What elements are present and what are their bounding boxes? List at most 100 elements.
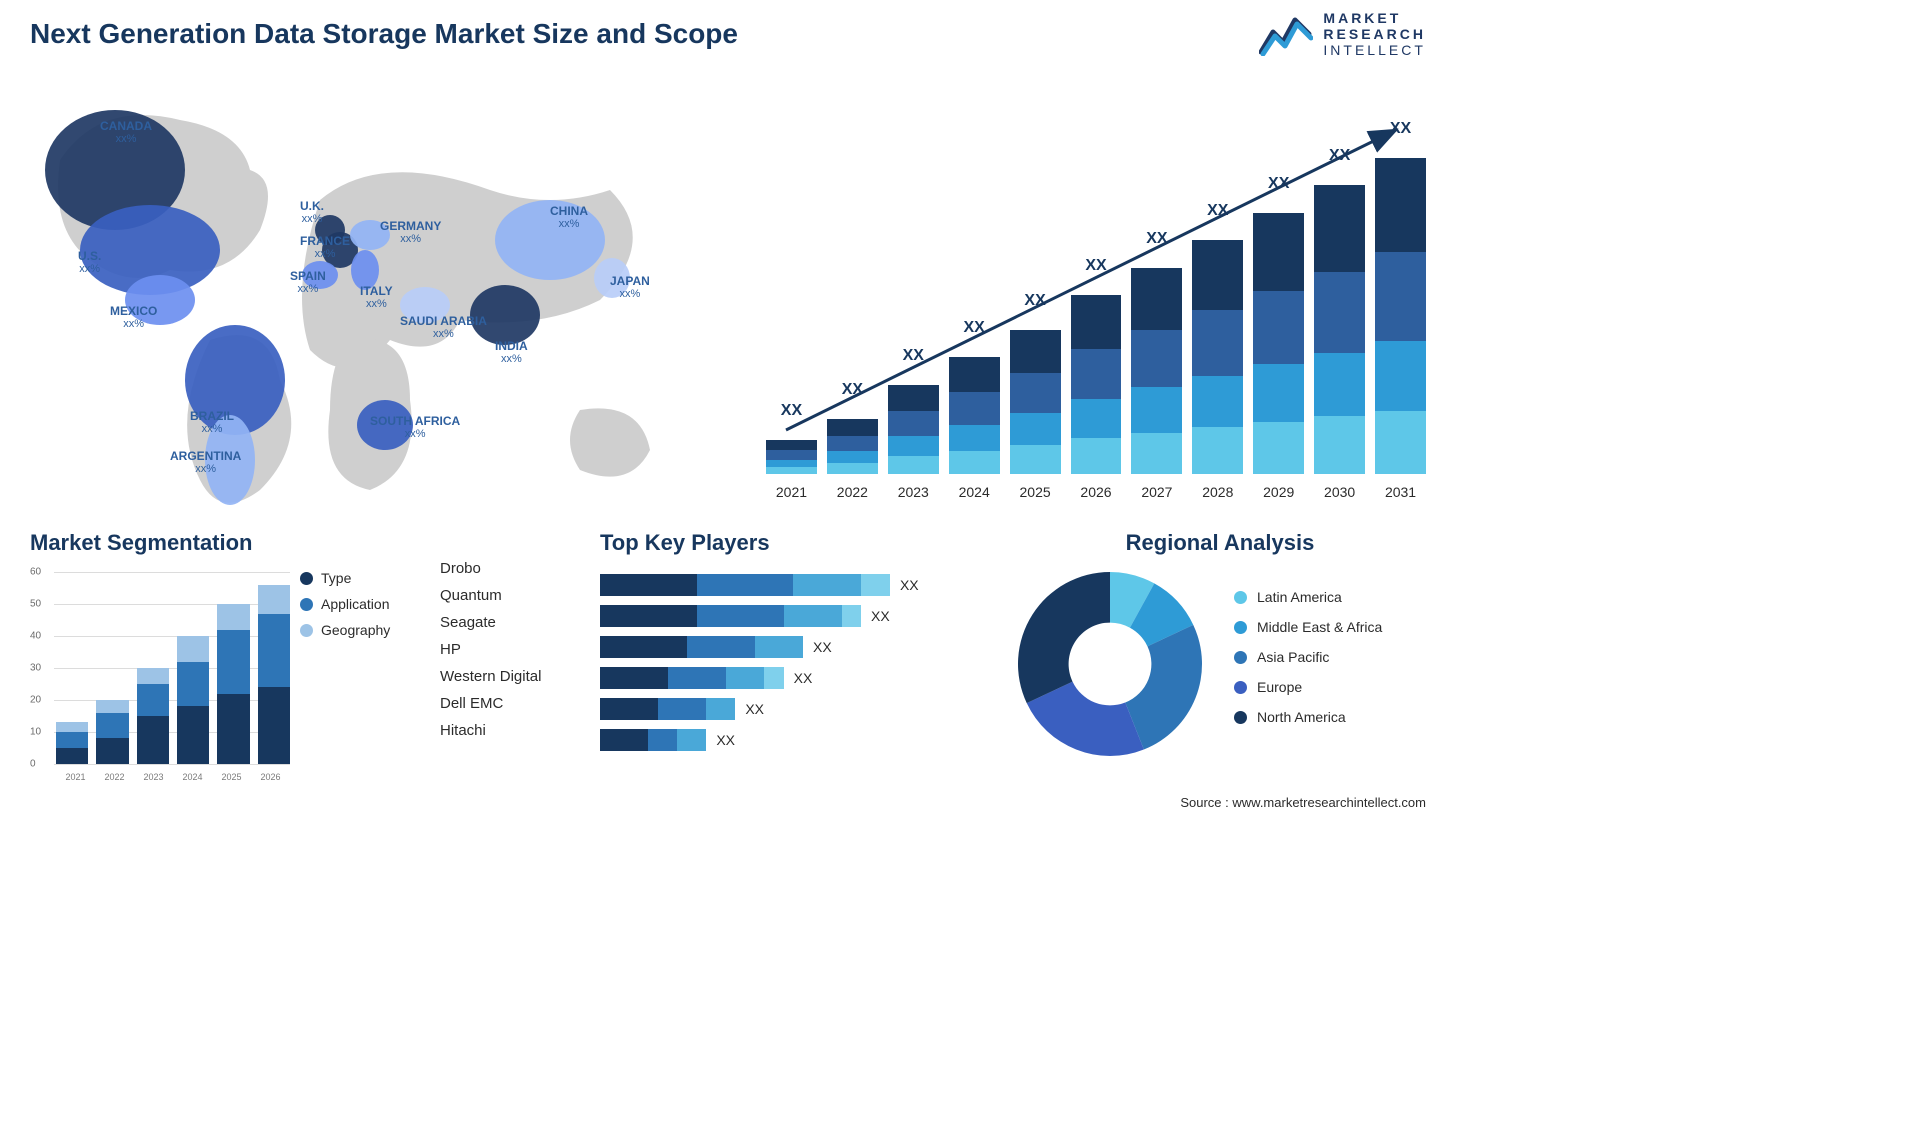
growth-bar-2025: XX — [1010, 330, 1061, 474]
logo-line1: MARKET — [1323, 10, 1426, 26]
region-legend-latin-america: Latin America — [1234, 589, 1382, 605]
growth-bar-year: 2023 — [888, 484, 939, 500]
growth-bar-2026: XX — [1071, 295, 1122, 474]
seg-legend-application: Application — [300, 596, 390, 612]
growth-bar-value: XX — [964, 319, 985, 337]
kp-value: XX — [900, 577, 919, 593]
source-label: Source : www.marketresearchintellect.com — [1180, 795, 1426, 810]
growth-bar-year: 2021 — [766, 484, 817, 500]
player-dell-emc: Dell EMC — [440, 690, 600, 717]
growth-bar-value: XX — [842, 381, 863, 399]
growth-bar-2021: XX — [766, 440, 817, 474]
map-label-argentina: ARGENTINAxx% — [170, 450, 241, 475]
region-legend-north-america: North America — [1234, 709, 1382, 725]
seg-legend-type: Type — [300, 570, 390, 586]
player-hitachi: Hitachi — [440, 717, 600, 744]
growth-bar-value: XX — [1085, 257, 1106, 275]
seg-bar-2026 — [258, 585, 290, 764]
regional-title: Regional Analysis — [1010, 530, 1430, 556]
logo-mark-icon — [1259, 12, 1313, 56]
key-players-title: Top Key Players — [600, 530, 1000, 556]
region-legend-asia-pacific: Asia Pacific — [1234, 649, 1382, 665]
kp-value: XX — [813, 639, 832, 655]
seg-legend-geography: Geography — [300, 622, 390, 638]
growth-bar-2029: XX — [1253, 213, 1304, 474]
seg-bar-2021 — [56, 722, 88, 764]
map-label-italy: ITALYxx% — [360, 285, 393, 310]
growth-bar-value: XX — [1268, 175, 1289, 193]
growth-bar-2028: XX — [1192, 240, 1243, 474]
segmentation-chart: 0102030405060202120222023202420252026 — [30, 562, 290, 782]
map-label-japan: JAPANxx% — [610, 275, 650, 300]
map-label-canada: CANADAxx% — [100, 120, 152, 145]
kp-row-3: XX — [600, 667, 1000, 689]
kp-value: XX — [745, 701, 764, 717]
growth-bar-value: XX — [1329, 147, 1350, 165]
player-seagate: Seagate — [440, 609, 600, 636]
map-label-saudi-arabia: SAUDI ARABIAxx% — [400, 315, 487, 340]
growth-chart: XXXXXXXXXXXXXXXXXXXXXX 20212022202320242… — [766, 100, 1426, 500]
page-title: Next Generation Data Storage Market Size… — [30, 18, 738, 50]
seg-bar-2022 — [96, 700, 128, 764]
growth-bar-value: XX — [1146, 230, 1167, 248]
donut-slice-north-america — [1018, 572, 1110, 703]
player-hp: HP — [440, 636, 600, 663]
logo-line3: INTELLECT — [1323, 42, 1426, 58]
growth-bar-year: 2030 — [1314, 484, 1365, 500]
players-side-list: DroboQuantumSeagateHPWestern DigitalDell… — [440, 555, 600, 744]
growth-bar-year: 2027 — [1131, 484, 1182, 500]
map-label-france: FRANCExx% — [300, 235, 350, 260]
map-label-spain: SPAINxx% — [290, 270, 326, 295]
map-label-u.s.: U.S.xx% — [78, 250, 101, 275]
growth-bar-2027: XX — [1131, 268, 1182, 474]
map-label-germany: GERMANYxx% — [380, 220, 441, 245]
region-legend-middle-east-africa: Middle East & Africa — [1234, 619, 1382, 635]
seg-bar-2024 — [177, 636, 209, 764]
seg-bar-2023 — [137, 668, 169, 764]
growth-bar-value: XX — [781, 402, 802, 420]
growth-bar-year: 2031 — [1375, 484, 1426, 500]
brand-logo: MARKET RESEARCH INTELLECT — [1259, 10, 1426, 58]
kp-row-2: XX — [600, 636, 1000, 658]
kp-value: XX — [794, 670, 813, 686]
growth-bar-year: 2025 — [1010, 484, 1061, 500]
segmentation-legend: Type Application Geography — [300, 570, 390, 648]
map-label-china: CHINAxx% — [550, 205, 588, 230]
growth-bar-2024: XX — [949, 357, 1000, 474]
key-players-panel: Top Key Players XXXXXXXXXXXX — [600, 530, 1000, 790]
growth-bar-2030: XX — [1314, 185, 1365, 474]
player-quantum: Quantum — [440, 582, 600, 609]
growth-bar-year: 2028 — [1192, 484, 1243, 500]
segmentation-title: Market Segmentation — [30, 530, 430, 556]
growth-bar-value: XX — [1390, 120, 1411, 138]
kp-row-0: XX — [600, 574, 1000, 596]
logo-line2: RESEARCH — [1323, 26, 1426, 42]
regional-panel: Regional Analysis Latin America Middle Ea… — [1010, 530, 1430, 790]
growth-bar-2023: XX — [888, 385, 939, 474]
donut-slice-asia-pacific — [1125, 625, 1202, 750]
kp-row-5: XX — [600, 729, 1000, 751]
growth-bar-2031: XX — [1375, 158, 1426, 474]
seg-bar-2025 — [217, 604, 249, 764]
growth-bar-value: XX — [1207, 202, 1228, 220]
kp-value: XX — [871, 608, 890, 624]
map-label-mexico: MEXICOxx% — [110, 305, 157, 330]
growth-bar-year: 2026 — [1071, 484, 1122, 500]
map-label-u.k.: U.K.xx% — [300, 200, 324, 225]
regional-legend: Latin America Middle East & Africa Asia Pa… — [1234, 589, 1382, 739]
kp-row-4: XX — [600, 698, 1000, 720]
kp-value: XX — [716, 732, 735, 748]
map-label-brazil: BRAZILxx% — [190, 410, 234, 435]
player-western-digital: Western Digital — [440, 663, 600, 690]
growth-bar-value: XX — [903, 347, 924, 365]
growth-bar-year: 2024 — [949, 484, 1000, 500]
growth-bar-year: 2022 — [827, 484, 878, 500]
regional-donut — [1010, 564, 1210, 764]
map-label-south-africa: SOUTH AFRICAxx% — [370, 415, 460, 440]
growth-bar-value: XX — [1024, 292, 1045, 310]
growth-bar-2022: XX — [827, 419, 878, 474]
growth-bar-year: 2029 — [1253, 484, 1304, 500]
map-label-india: INDIAxx% — [495, 340, 528, 365]
region-legend-europe: Europe — [1234, 679, 1382, 695]
world-map: CANADAxx% U.S.xx% MEXICOxx% BRAZILxx% ARGENT… — [20, 90, 700, 510]
